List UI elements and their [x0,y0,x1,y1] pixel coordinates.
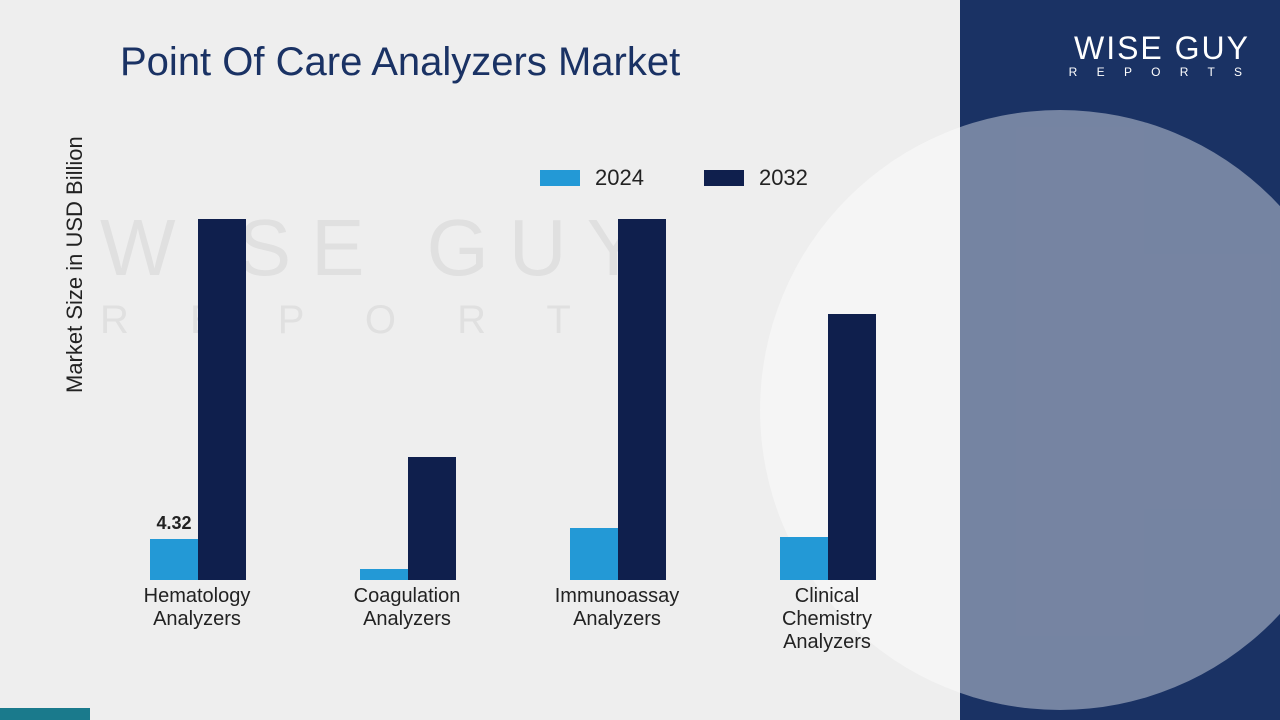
bar-2024 [150,539,198,580]
x-axis-category-label: ClinicalChemistryAnalyzers [752,585,902,654]
x-axis-category-label: ImmunoassayAnalyzers [542,585,692,631]
legend-item-2032: 2032 [704,165,808,191]
bar-group [360,457,456,581]
x-axis-category-label: HematologyAnalyzers [122,585,272,631]
bar-2024 [570,528,618,580]
chart-legend: 2024 2032 [540,165,808,191]
chart-title: Point Of Care Analyzers Market [120,40,680,85]
legend-swatch-2024 [540,170,580,186]
bar-2032 [408,457,456,581]
brand-logo: WISE GUY R E P O R T S [1069,30,1250,79]
bar-2024 [360,569,408,580]
bar-2032 [828,314,876,580]
y-axis-label: Market Size in USD Billion [62,136,88,393]
chart-plot-area: 4.32 [120,200,940,580]
bar-2032 [618,219,666,580]
bar-group: 4.32 [150,219,246,580]
legend-label-2024: 2024 [595,165,644,191]
bar-group [570,219,666,580]
legend-item-2024: 2024 [540,165,644,191]
logo-main-text: WISE GUY [1069,30,1250,67]
legend-swatch-2032 [704,170,744,186]
logo-sub-text: R E P O R T S [1069,65,1250,79]
bar-group [780,314,876,580]
x-axis-category-label: CoagulationAnalyzers [332,585,482,631]
legend-label-2032: 2032 [759,165,808,191]
bar-2024 [780,537,828,580]
bottom-accent-bar [0,708,90,720]
bar-value-label: 4.32 [150,513,198,534]
bar-2032 [198,219,246,580]
